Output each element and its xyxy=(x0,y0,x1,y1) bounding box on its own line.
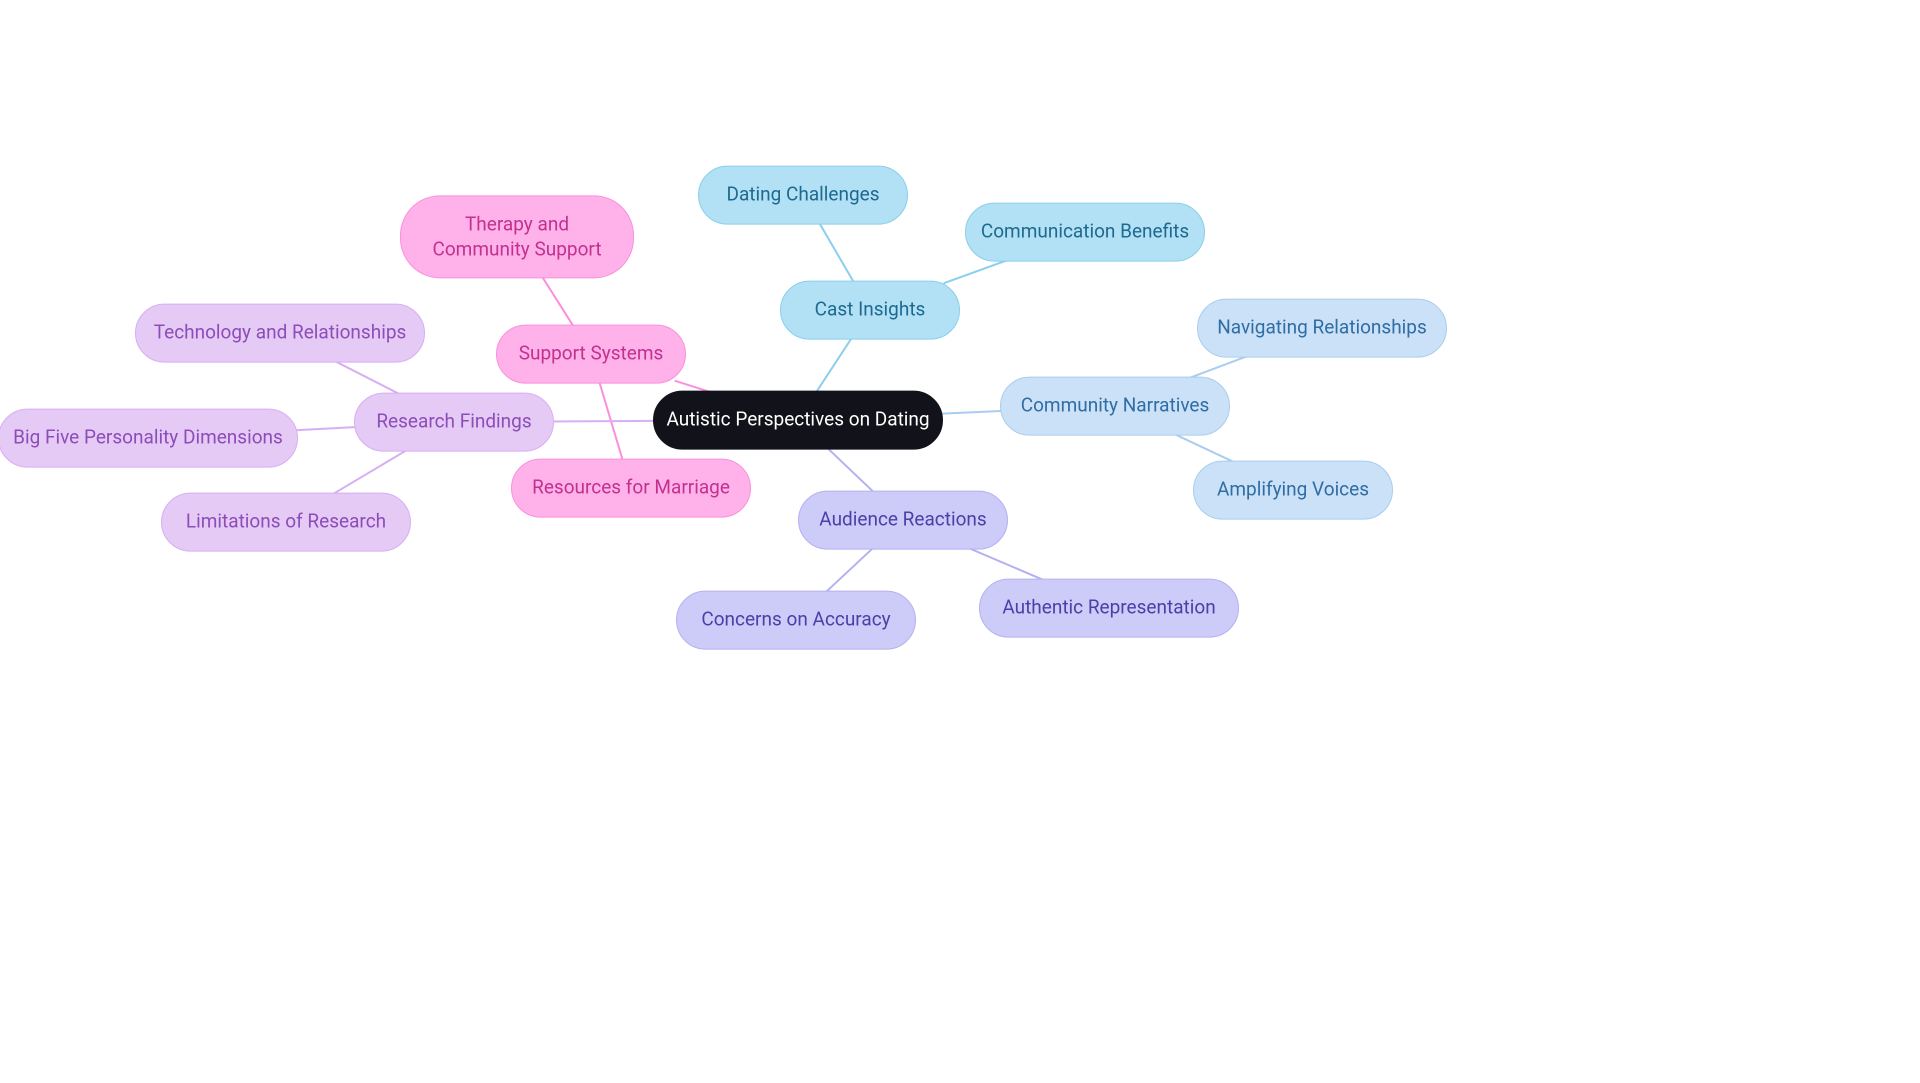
branch-cast[interactable]: Cast Insights xyxy=(780,281,960,340)
leaf-authentic[interactable]: Authentic Representation xyxy=(979,579,1239,638)
leaf-dating-challenges[interactable]: Dating Challenges xyxy=(698,166,908,225)
leaf-amplifying-label: Amplifying Voices xyxy=(1217,478,1369,503)
leaf-therapy-label: Therapy and Community Support xyxy=(429,212,605,261)
root-node[interactable]: Autistic Perspectives on Dating xyxy=(653,391,943,450)
leaf-therapy[interactable]: Therapy and Community Support xyxy=(400,195,634,278)
leaf-amplifying[interactable]: Amplifying Voices xyxy=(1193,461,1393,520)
branch-support-label: Support Systems xyxy=(519,342,664,367)
branch-audience[interactable]: Audience Reactions xyxy=(798,491,1008,550)
leaf-resources[interactable]: Resources for Marriage xyxy=(511,459,751,518)
leaf-bigfive[interactable]: Big Five Personality Dimensions xyxy=(0,409,298,468)
leaf-navigating-label: Navigating Relationships xyxy=(1217,316,1427,341)
leaf-bigfive-label: Big Five Personality Dimensions xyxy=(13,426,283,451)
leaf-resources-label: Resources for Marriage xyxy=(532,476,730,501)
leaf-authentic-label: Authentic Representation xyxy=(1002,596,1215,621)
branch-research-label: Research Findings xyxy=(376,410,531,435)
branch-audience-label: Audience Reactions xyxy=(819,508,986,533)
branch-community[interactable]: Community Narratives xyxy=(1000,377,1230,436)
branch-community-label: Community Narratives xyxy=(1021,394,1210,419)
root-node-label: Autistic Perspectives on Dating xyxy=(666,408,929,433)
branch-support[interactable]: Support Systems xyxy=(496,325,686,384)
leaf-limitations-label: Limitations of Research xyxy=(186,510,386,535)
leaf-tech-label: Technology and Relationships xyxy=(154,321,407,346)
leaf-limitations[interactable]: Limitations of Research xyxy=(161,493,411,552)
leaf-concerns[interactable]: Concerns on Accuracy xyxy=(676,591,916,650)
leaf-communication[interactable]: Communication Benefits xyxy=(965,203,1205,262)
leaf-communication-label: Communication Benefits xyxy=(981,220,1189,245)
leaf-tech[interactable]: Technology and Relationships xyxy=(135,304,425,363)
leaf-dating-challenges-label: Dating Challenges xyxy=(726,183,879,208)
branch-cast-label: Cast Insights xyxy=(815,298,926,323)
leaf-concerns-label: Concerns on Accuracy xyxy=(701,608,890,633)
leaf-navigating[interactable]: Navigating Relationships xyxy=(1197,299,1447,358)
branch-research[interactable]: Research Findings xyxy=(354,393,554,452)
